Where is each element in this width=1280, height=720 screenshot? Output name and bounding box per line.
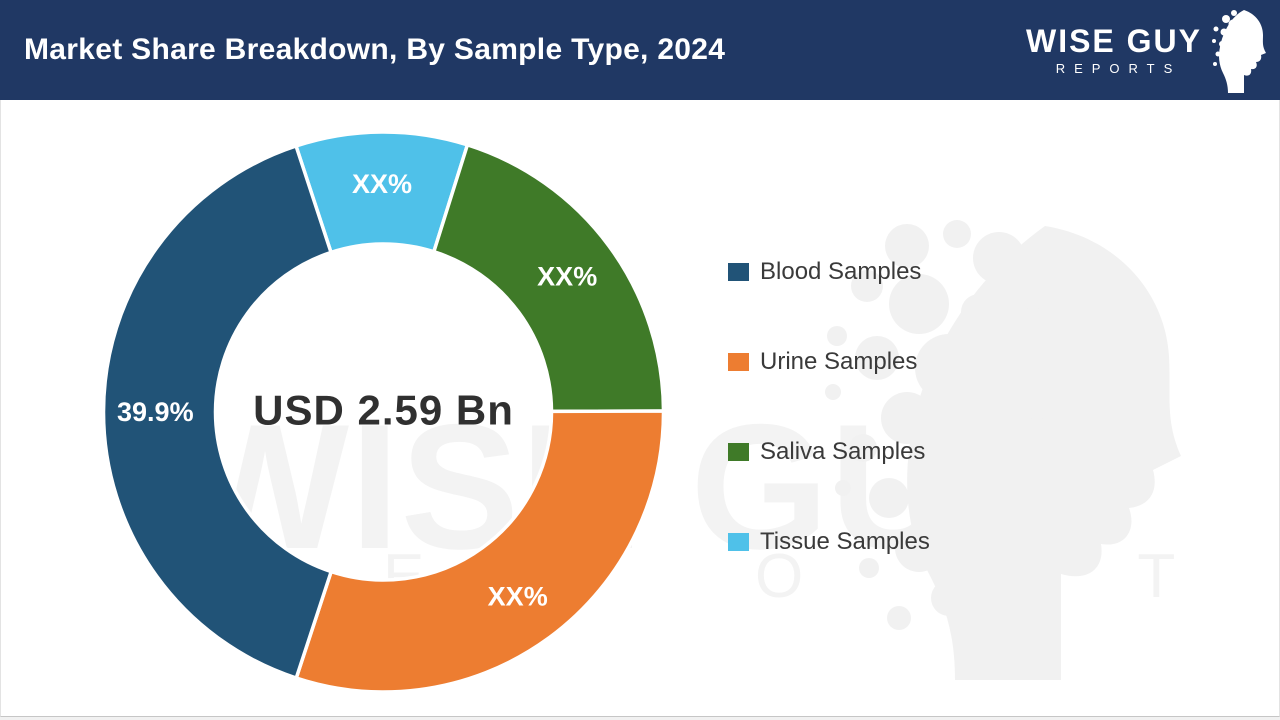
legend-item-saliva-samples: Saliva Samples (728, 438, 930, 465)
chart-area: WISE GUY R E P O R T S XX%XX%XX (0, 100, 1280, 717)
header: Market Share Breakdown, By Sample Type, … (0, 0, 1280, 100)
legend-item-tissue-samples: Tissue Samples (728, 528, 930, 555)
legend-item-blood-samples: Blood Samples (728, 258, 930, 285)
bottom-strip (0, 717, 1280, 720)
page-title: Market Share Breakdown, By Sample Type, … (24, 33, 726, 66)
legend-item-urine-samples: Urine Samples (728, 348, 930, 375)
donut-chart: XX% XX% XX% 39.9% USD 2.59 Bn (101, 130, 666, 694)
legend: Blood Samples Urine Samples Saliva Sampl… (728, 258, 930, 620)
slice-label: XX% (352, 169, 412, 199)
watermark-face (825, 220, 1181, 680)
legend-swatch-tissue (728, 533, 749, 551)
legend-label: Blood Samples (760, 258, 922, 285)
legend-swatch-saliva (728, 443, 749, 461)
legend-label: Tissue Samples (760, 528, 930, 555)
slice-label: XX% (488, 582, 548, 612)
legend-swatch-urine (728, 353, 749, 371)
logo-face-icon (1212, 10, 1266, 93)
legend-swatch-blood (728, 263, 749, 281)
wise-guy-logo: WISE GUY REPORTS (1026, 7, 1266, 93)
legend-label: Saliva Samples (760, 438, 926, 465)
donut-center-label: USD 2.59 Bn (253, 387, 514, 434)
logo-text: WISE GUY REPORTS (1026, 25, 1202, 75)
donut-slice-urine-samples (294, 409, 666, 694)
slice-label: 39.9% (117, 397, 194, 427)
donut-slice-saliva-samples (432, 143, 666, 414)
logo-subtitle: REPORTS (1055, 61, 1182, 76)
slice-label: XX% (537, 262, 597, 292)
legend-label: Urine Samples (760, 348, 918, 375)
logo-wordmark: WISE GUY (1025, 23, 1202, 59)
donut-slice-blood-samples (101, 144, 333, 680)
